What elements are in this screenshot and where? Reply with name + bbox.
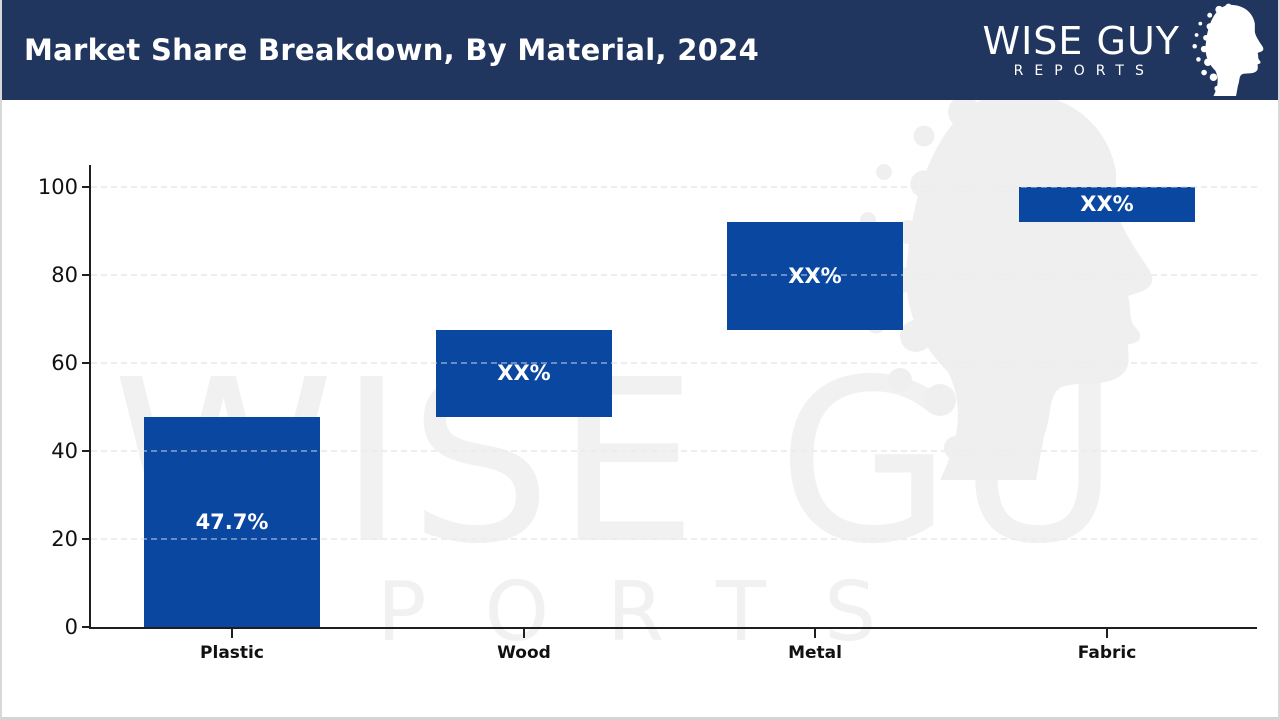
- watermark-text-line2: PORTS: [377, 565, 934, 660]
- bar-value-label-metal: XX%: [788, 263, 842, 288]
- chart-title: Market Share Breakdown, By Material, 202…: [24, 33, 760, 67]
- gridline-overlay-y40: [91, 450, 1257, 452]
- y-axis-tick-label-100: 100: [37, 175, 78, 199]
- header-banner: Market Share Breakdown, By Material, 202…: [2, 0, 1278, 100]
- gridline-y20: [91, 538, 1257, 540]
- gridline-overlay-y20: [91, 538, 1257, 540]
- bar-value-label-fabric: XX%: [1080, 192, 1134, 217]
- gridline-overlay-y100: [91, 186, 1257, 188]
- gridline-y80: [91, 274, 1257, 276]
- bar-metal: [727, 221, 903, 330]
- bar-wood: [436, 329, 612, 418]
- y-axis-tick-mark-20: [82, 538, 90, 540]
- logo-subtitle: REPORTS: [1013, 63, 1155, 79]
- bar-value-label-plastic: 47.7%: [195, 510, 269, 535]
- gridline-overlay-y60: [91, 362, 1257, 364]
- x-axis-label-wood: Wood: [497, 643, 551, 663]
- x-axis-tick-mark-metal: [814, 629, 816, 638]
- wise-guy-reports-logo: WISE GUY REPORTS: [983, 3, 1268, 97]
- bar-value-label-wood: XX%: [497, 361, 551, 386]
- gridline-y40: [91, 450, 1257, 452]
- y-axis-tick-label-0: 0: [64, 615, 78, 639]
- logo-text: WISE GUY REPORTS: [983, 22, 1180, 78]
- x-axis-tick-mark-plastic: [231, 629, 233, 638]
- gridline-y100: [91, 186, 1257, 188]
- x-axis-spine: [89, 627, 1257, 629]
- x-axis-tick-mark-wood: [523, 629, 525, 638]
- dotted-head-icon: [1192, 3, 1264, 97]
- chart-plot-area: WISE GU PORTS 0 20 40 60 80 100 47.7% XX% XX% XX%…: [2, 86, 1278, 717]
- x-axis-label-metal: Metal: [788, 643, 842, 663]
- logo-wordmark: WISE GUY: [982, 19, 1180, 63]
- y-axis-tick-mark-0: [82, 626, 90, 628]
- y-axis-tick-label-40: 40: [51, 439, 78, 463]
- bar-fabric: [1019, 187, 1195, 222]
- y-axis-tick-mark-80: [82, 274, 90, 276]
- y-axis-tick-label-20: 20: [51, 527, 78, 551]
- x-axis-label-plastic: Plastic: [200, 643, 264, 663]
- y-axis-tick-label-80: 80: [51, 263, 78, 287]
- x-axis-tick-mark-fabric: [1106, 629, 1108, 638]
- x-axis-label-fabric: Fabric: [1077, 643, 1137, 663]
- y-axis-spine: [89, 165, 91, 629]
- y-axis-tick-label-60: 60: [51, 351, 78, 375]
- y-axis-tick-mark-40: [82, 450, 90, 452]
- y-axis-tick-mark-60: [82, 362, 90, 364]
- bar-plastic: [144, 417, 320, 627]
- gridline-y60: [91, 362, 1257, 364]
- gridline-overlay-y80: [91, 274, 1257, 276]
- y-axis-tick-mark-100: [82, 186, 90, 188]
